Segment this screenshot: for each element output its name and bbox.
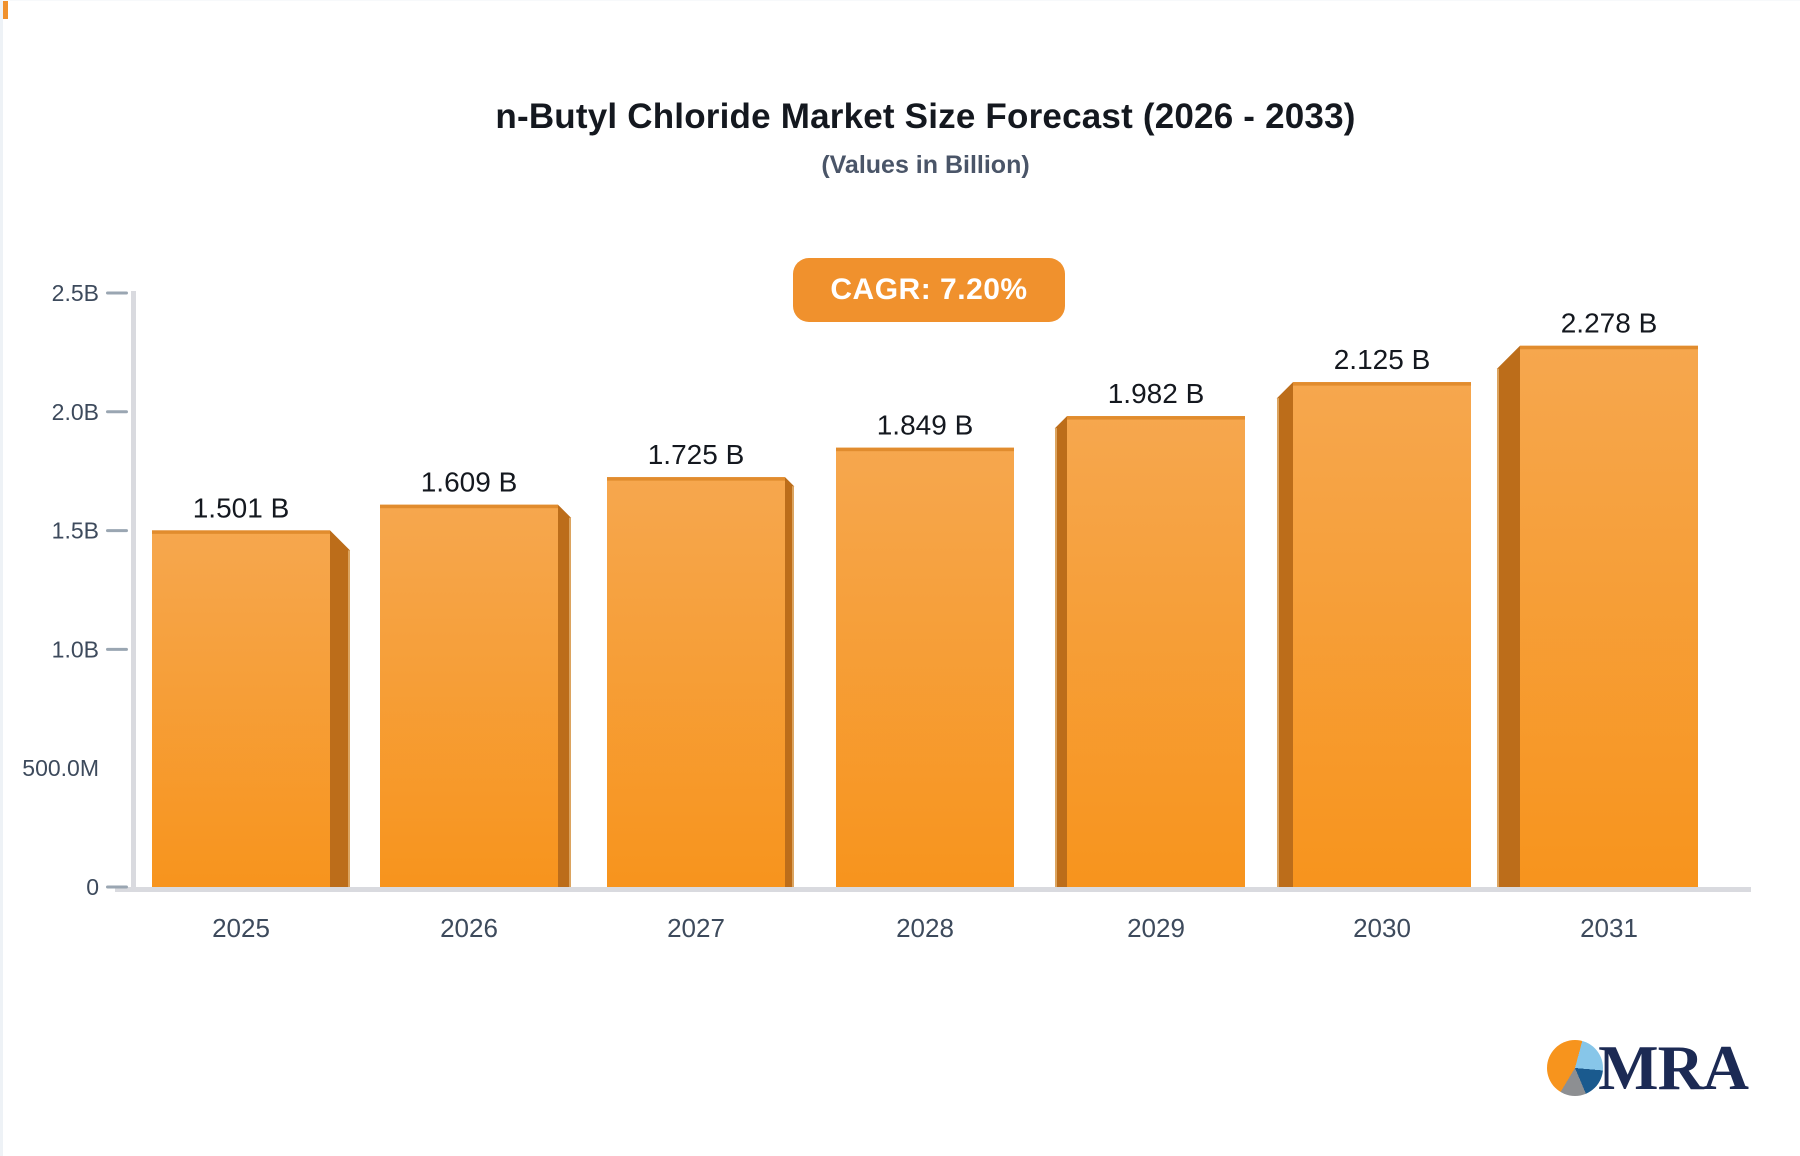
bar-face (1520, 345, 1698, 887)
bar-chart: 2.5B 2.0B 1.5B 1.0B 500.0M 0 1.501 B 2025 1.609 … (3, 1, 1800, 1156)
y-tick (106, 885, 128, 889)
bar-side-face (1055, 416, 1067, 887)
chart-subtitle: (Values in Billion) (821, 151, 1030, 179)
bar-top-edge (1293, 382, 1471, 386)
bar-side-face (1497, 345, 1520, 887)
bar-face (152, 530, 330, 887)
y-tick-label: 1.0B (52, 636, 99, 662)
bar-value-label: 1.725 B (648, 439, 745, 470)
bar-value-label: 1.501 B (193, 492, 290, 523)
chart-title: n-Butyl Chloride Market Size Forecast (2… (495, 97, 1356, 136)
bar-top-edge (1067, 416, 1245, 420)
bar-value-label: 1.609 B (421, 467, 518, 498)
y-tick-label: 1.5B (52, 518, 99, 544)
bar-side-face (1277, 382, 1293, 887)
y-tick-label: 2.0B (52, 399, 99, 425)
y-axis-line (131, 291, 136, 887)
y-tick (106, 647, 128, 651)
bar-2031: 2.278 B 2031 (1497, 308, 1698, 943)
bar-face (1293, 382, 1471, 887)
bars: 1.501 B 2025 1.609 B 2026 1.725 B 2027 1.849 B… (152, 308, 1698, 943)
x-category-label: 2026 (440, 913, 498, 943)
bar-side-edge (569, 517, 571, 887)
bar-face (1067, 416, 1245, 887)
bar-side-face (785, 477, 794, 887)
y-tick-label: 0 (86, 874, 99, 900)
y-tick-label: 2.5B (52, 280, 99, 306)
bar-side-edge (348, 550, 350, 887)
y-tick (106, 410, 128, 414)
bar-value-label: 2.125 B (1334, 344, 1431, 375)
x-category-label: 2031 (1580, 913, 1638, 943)
bar-side-edge (1055, 428, 1057, 887)
pie-logo-icon (1547, 1040, 1604, 1096)
y-tick-label: 500.0M (22, 755, 99, 781)
bar-2028: 1.849 B 2028 (836, 410, 1014, 943)
bar-top-edge (607, 477, 785, 481)
bar-2026: 1.609 B 2026 (380, 467, 571, 943)
y-tick (106, 529, 128, 533)
bar-2029: 1.982 B 2029 (1055, 378, 1245, 943)
bar-value-label: 1.982 B (1108, 378, 1205, 409)
bar-side-edge (1497, 368, 1499, 887)
x-category-label: 2030 (1353, 913, 1411, 943)
bar-top-edge (1520, 345, 1698, 350)
brand-name: MRA (1598, 1032, 1749, 1103)
bar-2025: 1.501 B 2025 (152, 492, 350, 943)
x-category-label: 2027 (667, 913, 725, 943)
bar-face (607, 477, 785, 887)
corner-accent (3, 1, 8, 19)
bar-value-label: 2.278 B (1561, 308, 1658, 339)
brand-logo: MRA (1547, 1032, 1749, 1103)
bar-chart-svg: 2.5B 2.0B 1.5B 1.0B 500.0M 0 1.501 B 2025 1.609 … (22, 280, 1751, 943)
x-category-label: 2028 (896, 913, 954, 943)
bar-top-edge (380, 504, 558, 509)
x-axis-line (115, 887, 1751, 892)
bar-face (380, 504, 558, 887)
bar-top-edge (836, 447, 1014, 452)
bar-value-label: 1.849 B (877, 410, 974, 441)
bar-top-edge (152, 530, 330, 534)
bar-face (836, 447, 1014, 887)
bar-side-face (330, 530, 350, 887)
bar-2027: 1.725 B 2027 (607, 439, 794, 943)
y-tick (106, 291, 128, 295)
cagr-badge: CAGR: 7.20% (793, 258, 1065, 322)
bar-side-face (558, 504, 571, 887)
bar-2030: 2.125 B 2030 (1277, 344, 1471, 943)
y-axis: 2.5B 2.0B 1.5B 1.0B 500.0M 0 (22, 280, 1751, 900)
x-category-label: 2025 (212, 913, 270, 943)
bar-side-edge (1277, 398, 1279, 887)
x-category-label: 2029 (1127, 913, 1185, 943)
bar-side-edge (792, 486, 794, 887)
